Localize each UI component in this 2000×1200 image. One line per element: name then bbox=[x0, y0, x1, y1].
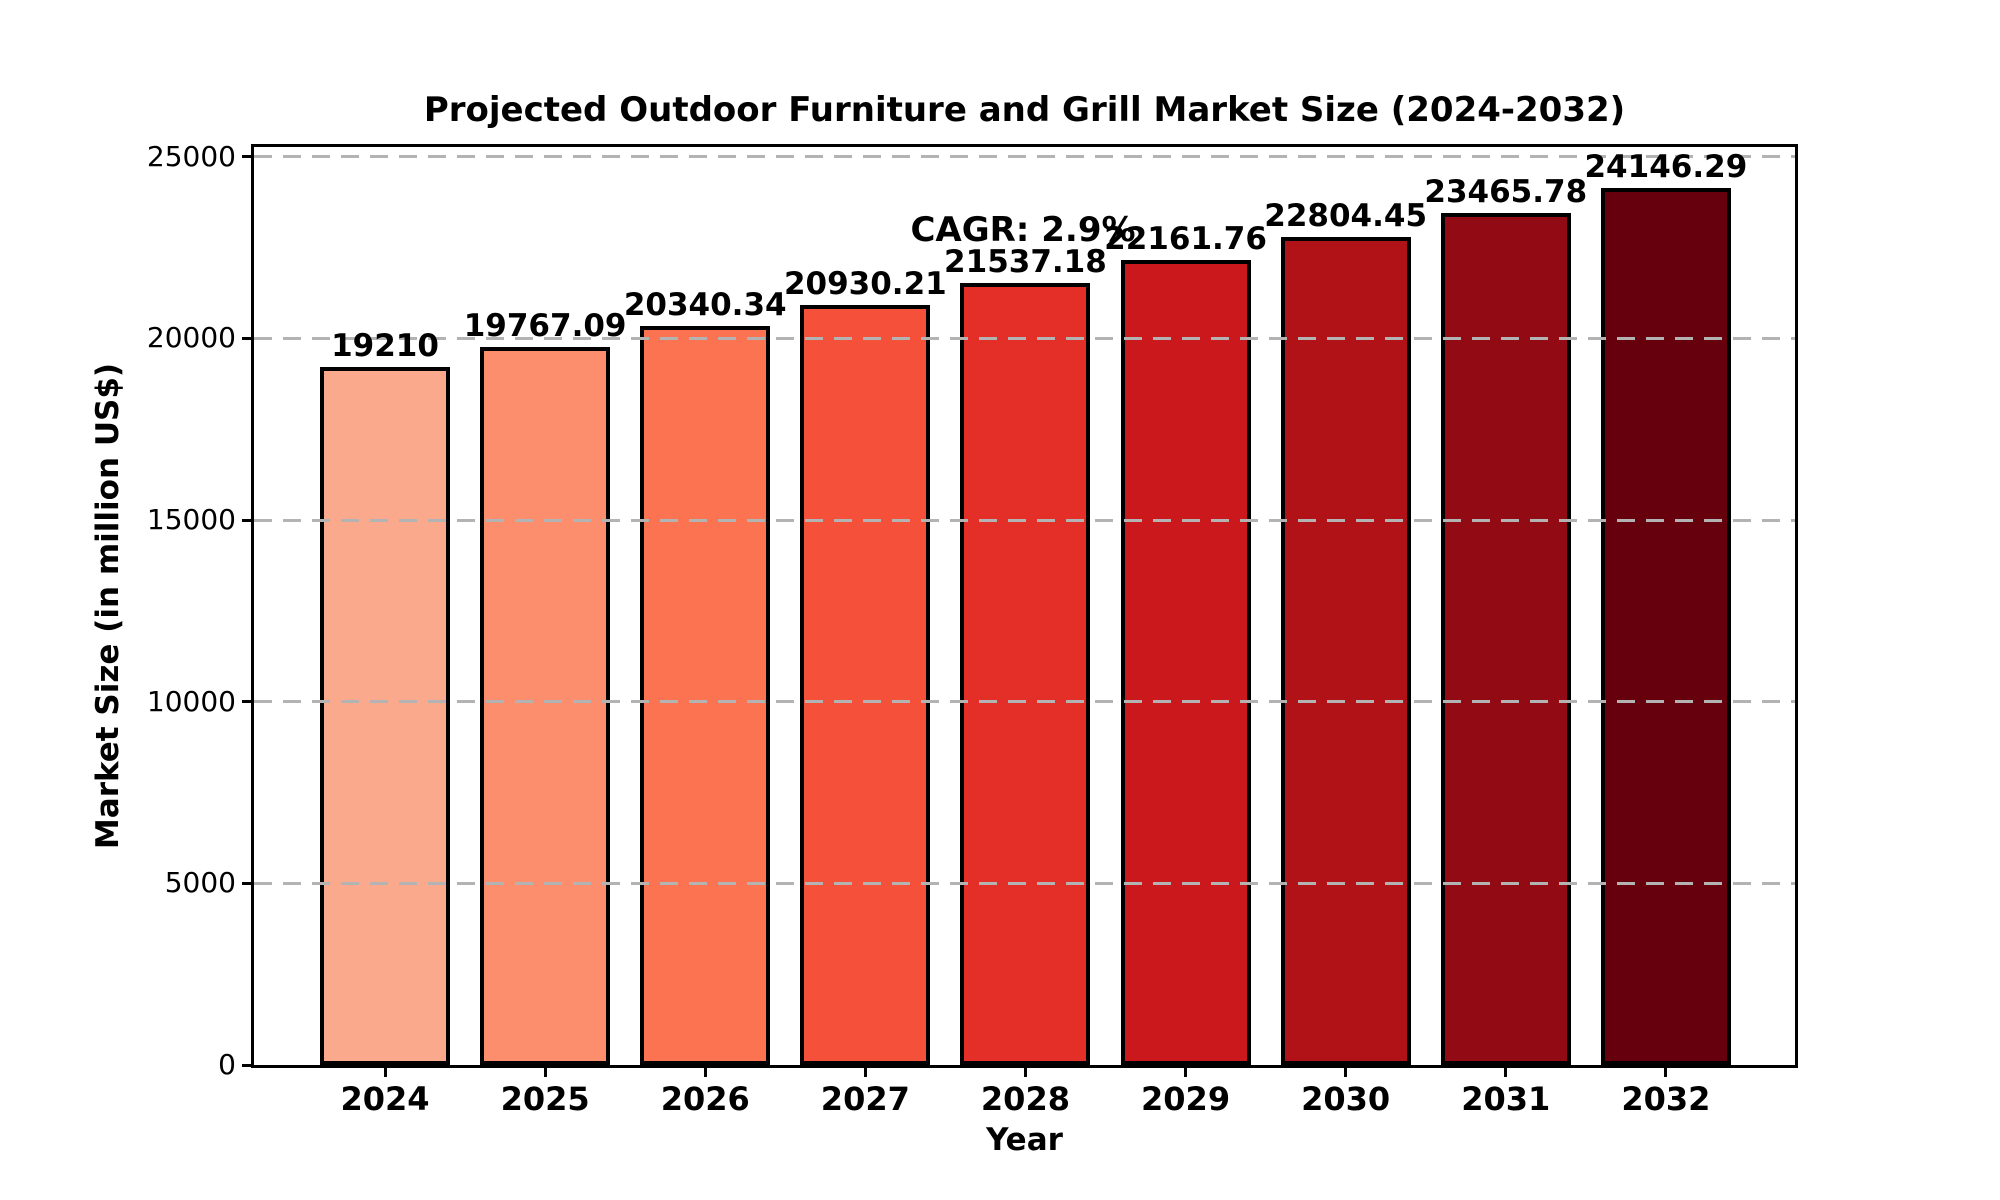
bar-2026 bbox=[640, 326, 771, 1065]
y-tick-mark bbox=[242, 881, 251, 885]
gridline-y-25000 bbox=[254, 155, 1795, 159]
plot-area-border bbox=[251, 144, 1798, 1068]
x-tick-mark bbox=[1344, 1068, 1348, 1077]
x-tick-label-2027: 2027 bbox=[820, 1080, 910, 1118]
x-tick-mark bbox=[1023, 1068, 1027, 1077]
bar-2027 bbox=[800, 304, 931, 1065]
x-tick-label-2025: 2025 bbox=[500, 1080, 590, 1118]
y-tick-label: 15000 bbox=[146, 503, 236, 537]
gridline-y-15000 bbox=[254, 518, 1795, 522]
x-tick-mark bbox=[1664, 1068, 1668, 1077]
bar-2025 bbox=[480, 346, 611, 1065]
bar-value-label-2028: 21537.18 bbox=[944, 243, 1107, 280]
bar-2029 bbox=[1120, 259, 1251, 1065]
x-tick-label-2029: 2029 bbox=[1141, 1080, 1231, 1118]
x-tick-label-2026: 2026 bbox=[660, 1080, 750, 1118]
bar-value-label-2024: 19210 bbox=[331, 328, 439, 365]
bar-value-label-2029: 22161.76 bbox=[1104, 220, 1267, 257]
x-tick-mark bbox=[383, 1068, 387, 1077]
x-tick-mark bbox=[543, 1068, 547, 1077]
y-tick-label: 20000 bbox=[146, 321, 236, 355]
bar-2030 bbox=[1280, 236, 1411, 1065]
x-tick-label-2024: 2024 bbox=[340, 1080, 430, 1118]
x-tick-mark bbox=[1184, 1068, 1188, 1077]
x-tick-label-2028: 2028 bbox=[980, 1080, 1070, 1118]
bar-value-label-2032: 24146.29 bbox=[1584, 148, 1748, 185]
y-tick-label: 0 bbox=[218, 1048, 236, 1081]
bar-value-label-2031: 23465.78 bbox=[1424, 173, 1588, 210]
y-tick-label: 25000 bbox=[146, 139, 236, 173]
x-axis-label: Year bbox=[986, 1122, 1063, 1158]
x-tick-mark bbox=[1504, 1068, 1508, 1077]
y-tick-mark bbox=[242, 1063, 251, 1067]
bar-value-label-2025: 19767.09 bbox=[463, 307, 627, 344]
y-axis-label: Market Size (in million US$) bbox=[90, 362, 126, 850]
bar-2032 bbox=[1600, 187, 1731, 1065]
x-tick-label-2031: 2031 bbox=[1461, 1080, 1551, 1118]
y-tick-mark bbox=[242, 336, 251, 340]
gridline-y-5000 bbox=[254, 881, 1795, 885]
y-tick-mark bbox=[242, 700, 251, 704]
y-tick-label: 5000 bbox=[164, 866, 236, 900]
chart-title: Projected Outdoor Furniture and Grill Ma… bbox=[423, 90, 1626, 130]
cagr-annotation: CAGR: 2.9% bbox=[910, 210, 1136, 250]
bar-value-label-2030: 22804.45 bbox=[1264, 197, 1428, 234]
x-tick-label-2032: 2032 bbox=[1621, 1080, 1711, 1118]
y-tick-mark bbox=[242, 518, 251, 522]
gridline-y-20000 bbox=[254, 336, 1795, 340]
gridline-y-10000 bbox=[254, 700, 1795, 704]
bar-value-label-2027: 20930.21 bbox=[783, 265, 947, 302]
x-tick-label-2030: 2030 bbox=[1301, 1080, 1391, 1118]
x-tick-mark bbox=[703, 1068, 707, 1077]
y-tick-mark bbox=[242, 155, 251, 159]
bar-2024 bbox=[320, 367, 450, 1065]
x-tick-mark bbox=[863, 1068, 867, 1077]
bar-2028 bbox=[960, 282, 1091, 1065]
bar-value-label-2026: 20340.34 bbox=[623, 287, 787, 324]
bar-2031 bbox=[1440, 212, 1571, 1065]
y-tick-label: 10000 bbox=[146, 684, 236, 718]
